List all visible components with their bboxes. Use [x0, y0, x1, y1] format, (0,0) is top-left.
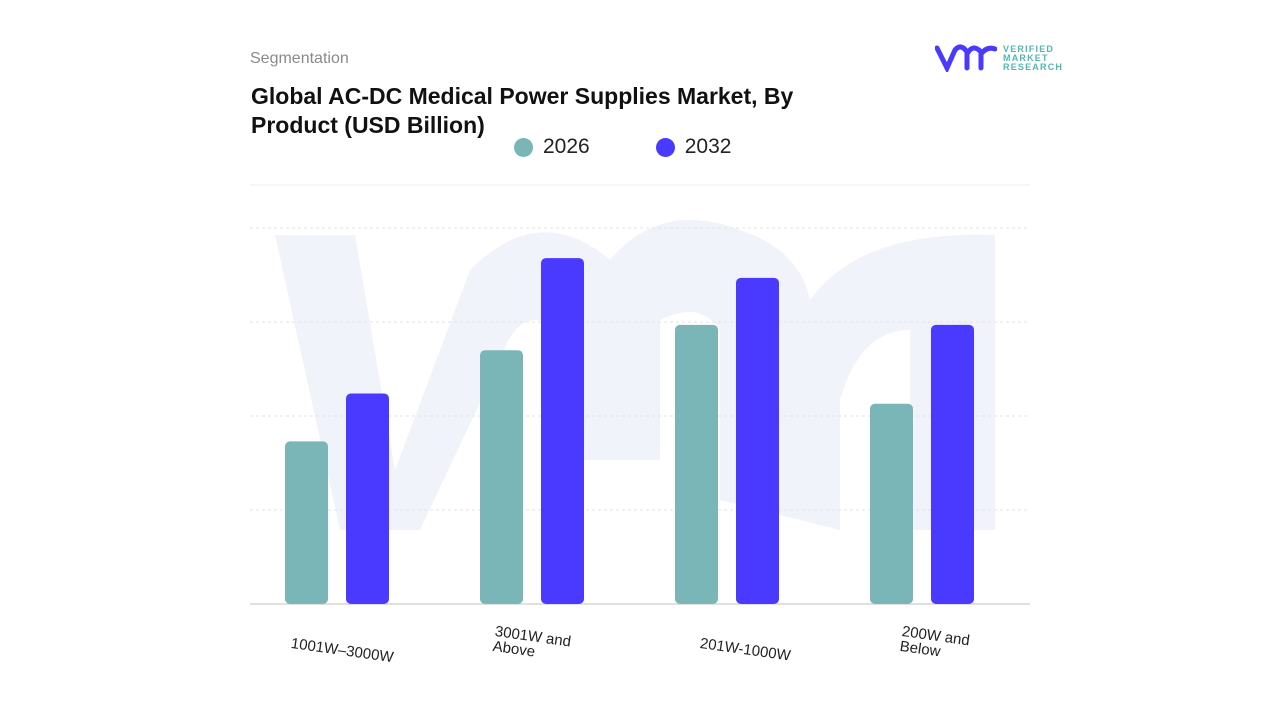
vmr-logo-icon [935, 44, 997, 72]
bar-2032 [541, 258, 584, 604]
legend-item-2026[interactable]: 2026 [514, 135, 590, 159]
chart-title: Global AC-DC Medical Power Supplies Mark… [251, 83, 794, 138]
logo-text: VERIFIED MARKET RESEARCH [1003, 43, 1064, 72]
bar-2026 [675, 324, 718, 604]
watermark-logo [275, 220, 995, 530]
bar-2026 [285, 441, 328, 604]
legend: 2026 2032 [514, 135, 731, 159]
section-label: Segmentation [250, 50, 349, 67]
bar-2032 [736, 277, 779, 604]
legend-label: 2032 [684, 135, 732, 158]
logo: VERIFIED MARKET RESEARCH [935, 44, 1063, 72]
bar-2032 [931, 324, 974, 604]
bar-2026 [870, 403, 913, 604]
bar-2032 [346, 393, 389, 604]
legend-item-2032[interactable]: 2032 [655, 135, 732, 159]
legend-swatch [514, 137, 533, 157]
legend-label: 2026 [543, 135, 590, 158]
legend-swatch [655, 137, 675, 157]
bar-2026 [480, 350, 523, 604]
